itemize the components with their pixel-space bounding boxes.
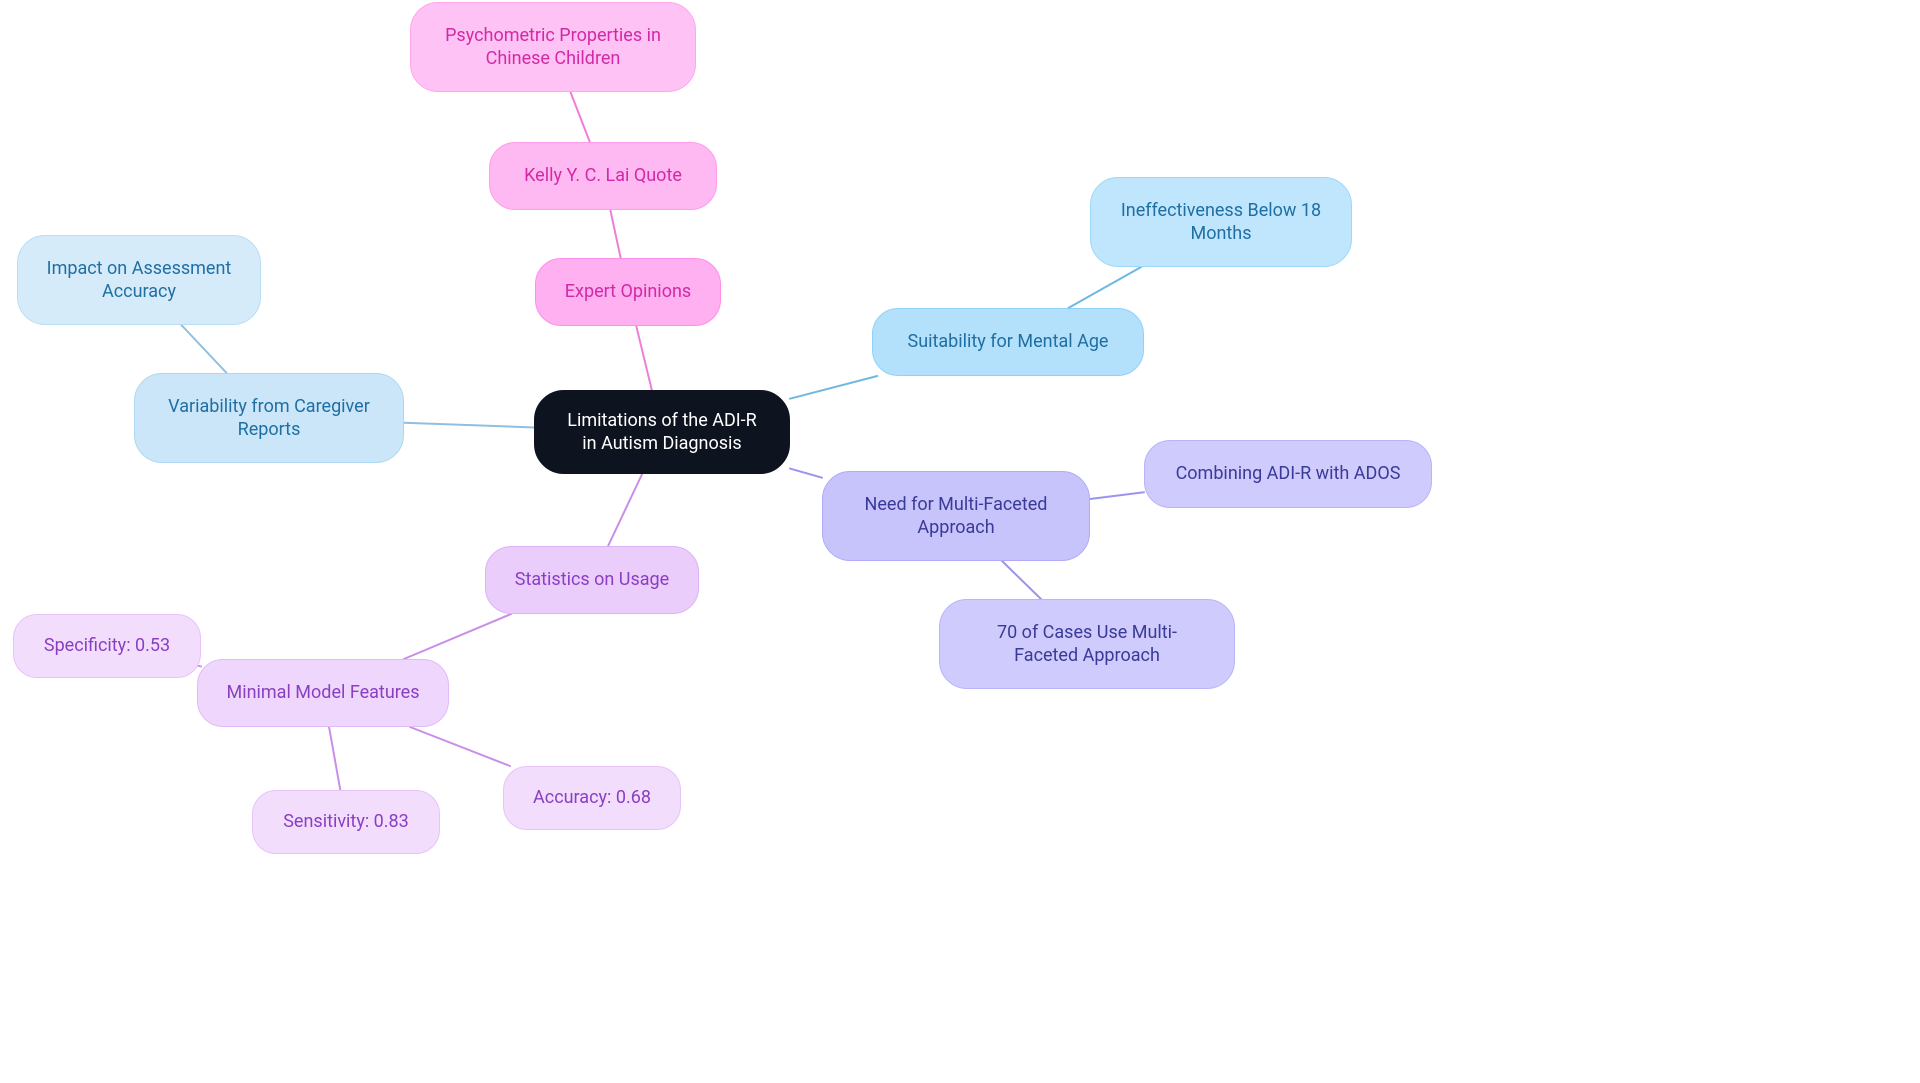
node-multi: Need for Multi-Faceted Approach bbox=[822, 471, 1090, 561]
node-kelly: Kelly Y. C. Lai Quote bbox=[489, 142, 717, 210]
node-impact-label: Impact on Assessment Accuracy bbox=[44, 257, 234, 304]
edge-minimal-accuracy bbox=[410, 727, 510, 766]
node-minimal: Minimal Model Features bbox=[197, 659, 449, 727]
node-minimal-label: Minimal Model Features bbox=[226, 681, 419, 704]
node-specificity: Specificity: 0.53 bbox=[13, 614, 201, 678]
node-ineffective: Ineffectiveness Below 18 Months bbox=[1090, 177, 1352, 267]
node-variability-label: Variability from Caregiver Reports bbox=[161, 395, 377, 442]
node-specificity-label: Specificity: 0.53 bbox=[44, 634, 170, 657]
edge-kelly-psychometric bbox=[570, 92, 589, 142]
node-kelly-label: Kelly Y. C. Lai Quote bbox=[524, 164, 682, 187]
edge-root-stats bbox=[608, 474, 642, 546]
edge-root-multi bbox=[790, 469, 822, 478]
node-ineffective-label: Ineffectiveness Below 18 Months bbox=[1117, 199, 1325, 246]
node-combining-label: Combining ADI-R with ADOS bbox=[1176, 462, 1401, 485]
edge-minimal-sensitivity bbox=[329, 727, 340, 790]
node-accuracy-label: Accuracy: 0.68 bbox=[533, 786, 651, 809]
node-psychometric: Psychometric Properties in Chinese Child… bbox=[410, 2, 696, 92]
node-accuracy: Accuracy: 0.68 bbox=[503, 766, 681, 830]
edge-root-expert bbox=[636, 326, 652, 390]
edge-root-variability bbox=[404, 423, 534, 428]
node-stats-label: Statistics on Usage bbox=[515, 568, 669, 591]
node-seventy-label: 70 of Cases Use Multi-Faceted Approach bbox=[966, 621, 1208, 668]
edge-root-suitability bbox=[790, 376, 877, 399]
node-impact: Impact on Assessment Accuracy bbox=[17, 235, 261, 325]
edge-variability-impact bbox=[181, 325, 226, 373]
node-variability: Variability from Caregiver Reports bbox=[134, 373, 404, 463]
node-combining: Combining ADI-R with ADOS bbox=[1144, 440, 1432, 508]
node-seventy: 70 of Cases Use Multi-Faceted Approach bbox=[939, 599, 1235, 689]
node-multi-label: Need for Multi-Faceted Approach bbox=[849, 493, 1063, 540]
node-expert-label: Expert Opinions bbox=[565, 280, 691, 303]
node-sensitivity-label: Sensitivity: 0.83 bbox=[283, 810, 409, 833]
edge-multi-seventy bbox=[1002, 561, 1041, 599]
node-stats: Statistics on Usage bbox=[485, 546, 699, 614]
node-root-label: Limitations of the ADI-R in Autism Diagn… bbox=[561, 409, 763, 456]
node-psychometric-label: Psychometric Properties in Chinese Child… bbox=[437, 24, 669, 71]
node-suitability-label: Suitability for Mental Age bbox=[908, 330, 1109, 353]
edge-multi-combining bbox=[1090, 492, 1144, 499]
edge-suitability-ineffective bbox=[1068, 267, 1141, 308]
edge-expert-kelly bbox=[610, 210, 620, 258]
node-suitability: Suitability for Mental Age bbox=[872, 308, 1144, 376]
node-expert: Expert Opinions bbox=[535, 258, 721, 326]
node-sensitivity: Sensitivity: 0.83 bbox=[252, 790, 440, 854]
node-root: Limitations of the ADI-R in Autism Diagn… bbox=[534, 390, 790, 474]
edge-stats-minimal bbox=[404, 614, 511, 659]
